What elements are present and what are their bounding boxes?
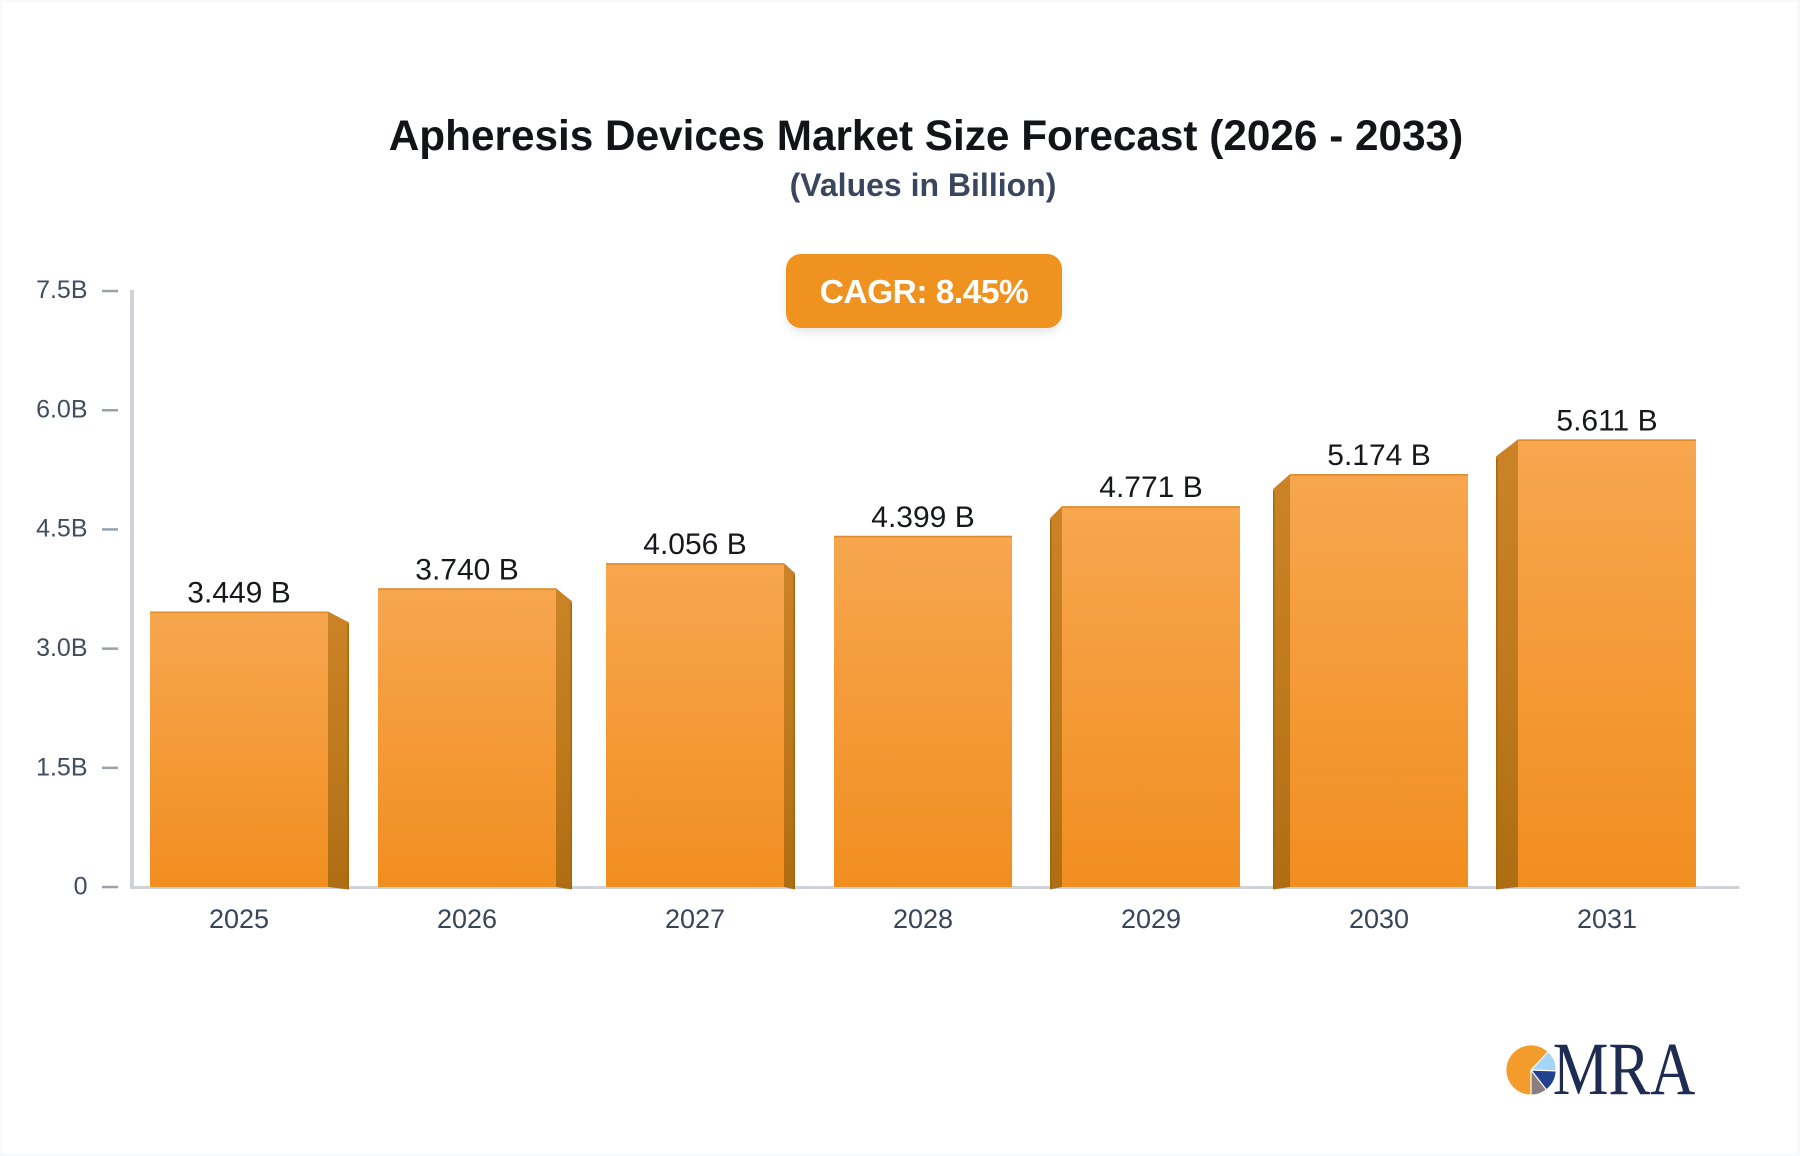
svg-text:2026: 2026 (437, 904, 497, 934)
svg-text:CAGR: 8.45%: CAGR: 8.45% (820, 274, 1029, 311)
svg-text:3.740 B: 3.740 B (415, 553, 518, 586)
svg-text:3.0B: 3.0B (36, 634, 87, 662)
svg-text:2025: 2025 (209, 904, 269, 934)
svg-text:2031: 2031 (1577, 904, 1637, 934)
svg-text:2027: 2027 (665, 904, 725, 934)
svg-text:4.056 B: 4.056 B (643, 528, 746, 561)
svg-text:2030: 2030 (1349, 904, 1409, 934)
svg-text:4.399 B: 4.399 B (871, 501, 974, 534)
svg-text:4.5B: 4.5B (36, 515, 87, 543)
svg-text:Apheresis Devices Market Size: Apheresis Devices Market Size Forecast (… (389, 112, 1463, 159)
svg-text:2028: 2028 (893, 904, 953, 934)
svg-text:1.5B: 1.5B (36, 754, 87, 782)
svg-text:5.174 B: 5.174 B (1327, 439, 1430, 472)
svg-text:MRA: MRA (1553, 1027, 1696, 1111)
svg-text:6.0B: 6.0B (36, 395, 87, 423)
svg-text:3.449 B: 3.449 B (187, 577, 290, 610)
svg-text:2029: 2029 (1121, 904, 1181, 934)
svg-text:7.5B: 7.5B (36, 276, 87, 304)
svg-text:5.611 B: 5.611 B (1556, 404, 1657, 437)
svg-text:(Values in Billion): (Values in Billion) (790, 167, 1057, 203)
svg-text:4.771 B: 4.771 B (1099, 471, 1202, 504)
svg-text:0: 0 (74, 873, 88, 901)
